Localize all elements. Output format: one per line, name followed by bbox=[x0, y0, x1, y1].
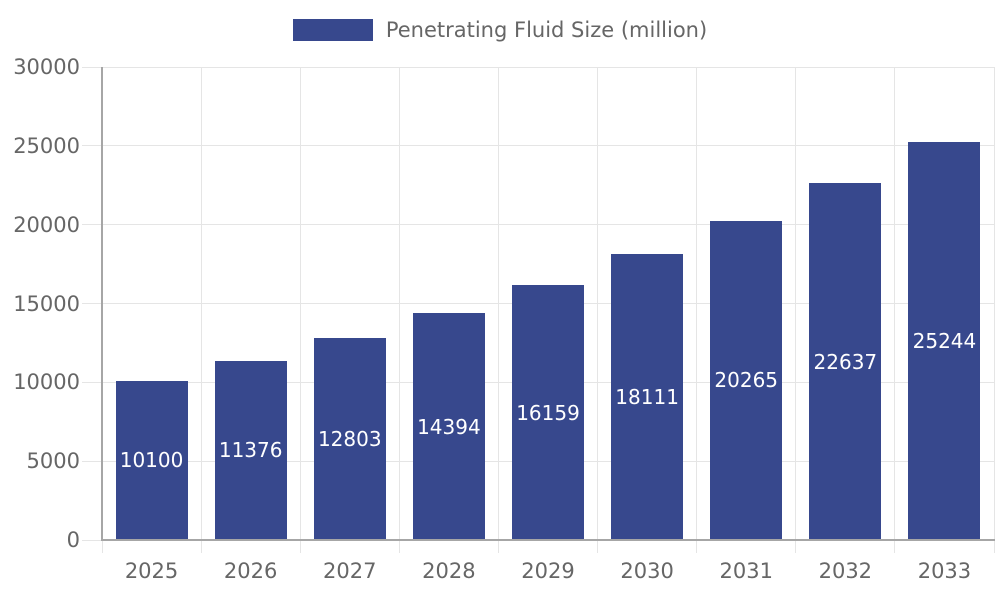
bar-value-label: 10100 bbox=[119, 448, 184, 473]
y-tick-label: 15000 bbox=[13, 291, 80, 316]
x-axis-line bbox=[101, 539, 995, 541]
bar-2025[interactable]: 10100 bbox=[115, 380, 188, 540]
v-gridline bbox=[696, 67, 698, 553]
bar-2033[interactable]: 25244 bbox=[908, 142, 981, 540]
h-gridline bbox=[82, 224, 994, 226]
x-tick-label: 2032 bbox=[818, 559, 873, 583]
y-tick-label: 5000 bbox=[26, 449, 80, 474]
legend-label: Penetrating Fluid Size (million) bbox=[385, 18, 708, 42]
x-tick-label: 2026 bbox=[223, 559, 278, 583]
bar-2031[interactable]: 20265 bbox=[710, 220, 783, 540]
v-gridline bbox=[398, 67, 400, 553]
bar-value-label: 20265 bbox=[714, 368, 779, 393]
v-gridline bbox=[894, 67, 896, 553]
v-gridline bbox=[795, 67, 797, 553]
bar-value-label: 14394 bbox=[417, 414, 481, 439]
y-tick-label: 20000 bbox=[13, 212, 80, 237]
legend-swatch bbox=[292, 19, 373, 41]
x-tick-label: 2027 bbox=[323, 559, 377, 583]
h-gridline bbox=[82, 66, 994, 68]
bar-2032[interactable]: 22637 bbox=[809, 183, 882, 540]
bar-value-label: 16159 bbox=[516, 400, 580, 425]
bar-value-label: 22637 bbox=[813, 349, 878, 374]
legend: Penetrating Fluid Size (million) bbox=[0, 13, 1000, 47]
h-gridline bbox=[82, 145, 994, 147]
x-tick-label: 2028 bbox=[422, 559, 476, 583]
x-tick-label: 2029 bbox=[521, 559, 575, 583]
v-gridline bbox=[497, 67, 499, 553]
y-tick-label: 10000 bbox=[13, 370, 80, 395]
bar-2027[interactable]: 12803 bbox=[313, 338, 386, 540]
plot-area: 10100 11376 12803 14394 16159 18111 20265 22637… bbox=[82, 66, 995, 553]
bar-value-label: 25244 bbox=[912, 329, 977, 353]
bar-value-label: 18111 bbox=[615, 385, 679, 410]
v-gridline bbox=[200, 67, 202, 553]
bar-2028[interactable]: 14394 bbox=[412, 313, 485, 540]
bar-2030[interactable]: 18111 bbox=[611, 254, 684, 540]
bar-value-label: 12803 bbox=[317, 427, 382, 452]
legend-item[interactable]: Penetrating Fluid Size (million) bbox=[292, 18, 708, 42]
y-tick-label: 30000 bbox=[13, 55, 80, 79]
y-tick-label: 0 bbox=[66, 528, 80, 552]
v-gridline bbox=[299, 67, 301, 553]
bar-2029[interactable]: 16159 bbox=[512, 285, 584, 540]
bar-2026[interactable]: 11376 bbox=[214, 360, 287, 540]
x-tick-label: 2031 bbox=[719, 559, 773, 583]
x-tick-label: 2030 bbox=[620, 559, 674, 583]
v-gridline bbox=[993, 67, 995, 553]
bar-value-label: 11376 bbox=[218, 438, 283, 463]
y-axis-line bbox=[101, 67, 103, 540]
x-tick-label: 2025 bbox=[124, 559, 179, 583]
y-tick-label: 25000 bbox=[13, 133, 80, 158]
v-gridline bbox=[597, 67, 599, 553]
h-gridline bbox=[82, 539, 102, 541]
x-tick-label: 2033 bbox=[917, 559, 972, 583]
